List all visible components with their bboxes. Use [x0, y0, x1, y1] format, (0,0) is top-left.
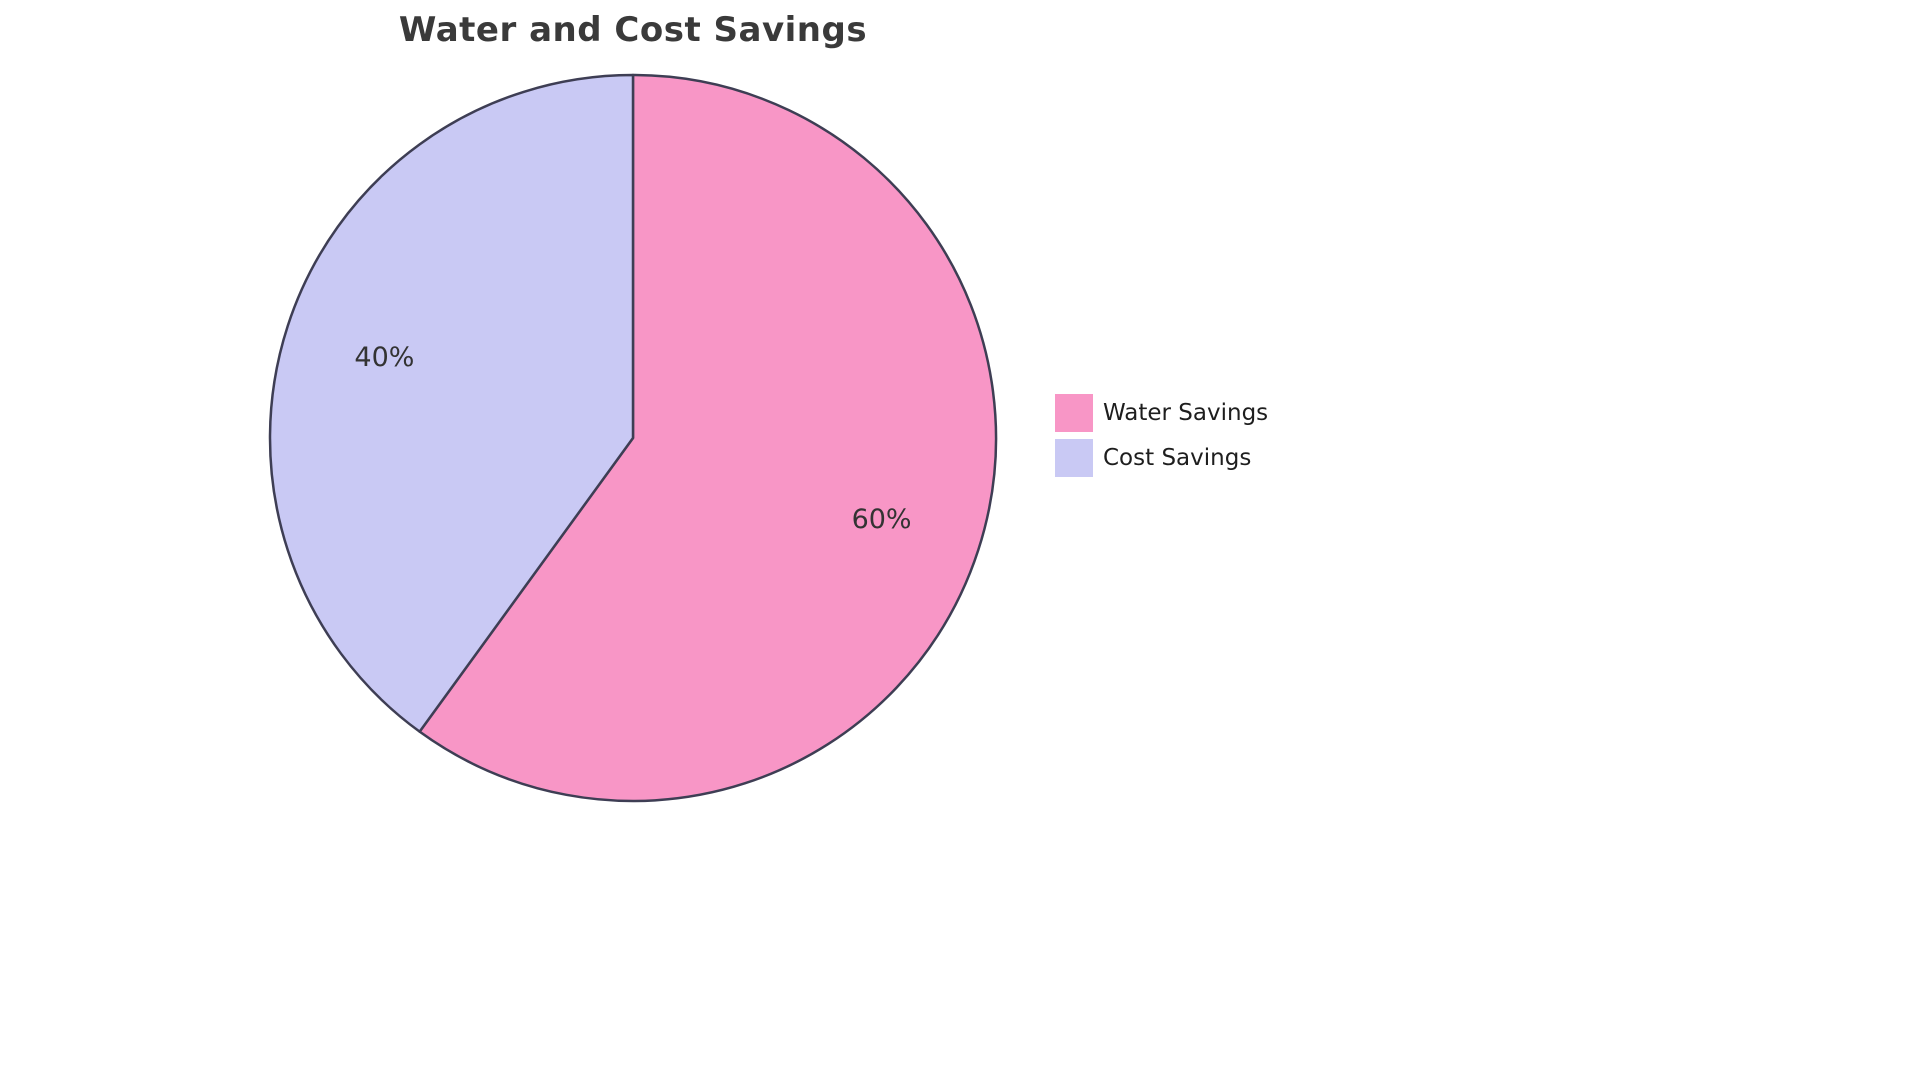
pie-slice-water-savings — [418, 73, 998, 803]
legend-label-cost-savings: Cost Savings — [1103, 445, 1252, 471]
legend: Water Savings Cost Savings — [1055, 394, 1268, 484]
legend-item-water-savings: Water Savings — [1055, 394, 1268, 432]
legend-item-cost-savings: Cost Savings — [1055, 439, 1268, 477]
legend-swatch-cost-savings — [1055, 439, 1093, 477]
pie-slice-cost-savings — [268, 73, 635, 733]
legend-swatch-water-savings — [1055, 394, 1093, 432]
pie-label-cost-savings: 40% — [354, 342, 414, 373]
pie-label-water-savings: 60% — [852, 504, 912, 535]
chart-title: Water and Cost Savings — [398, 10, 868, 50]
legend-label-water-savings: Water Savings — [1103, 400, 1269, 426]
